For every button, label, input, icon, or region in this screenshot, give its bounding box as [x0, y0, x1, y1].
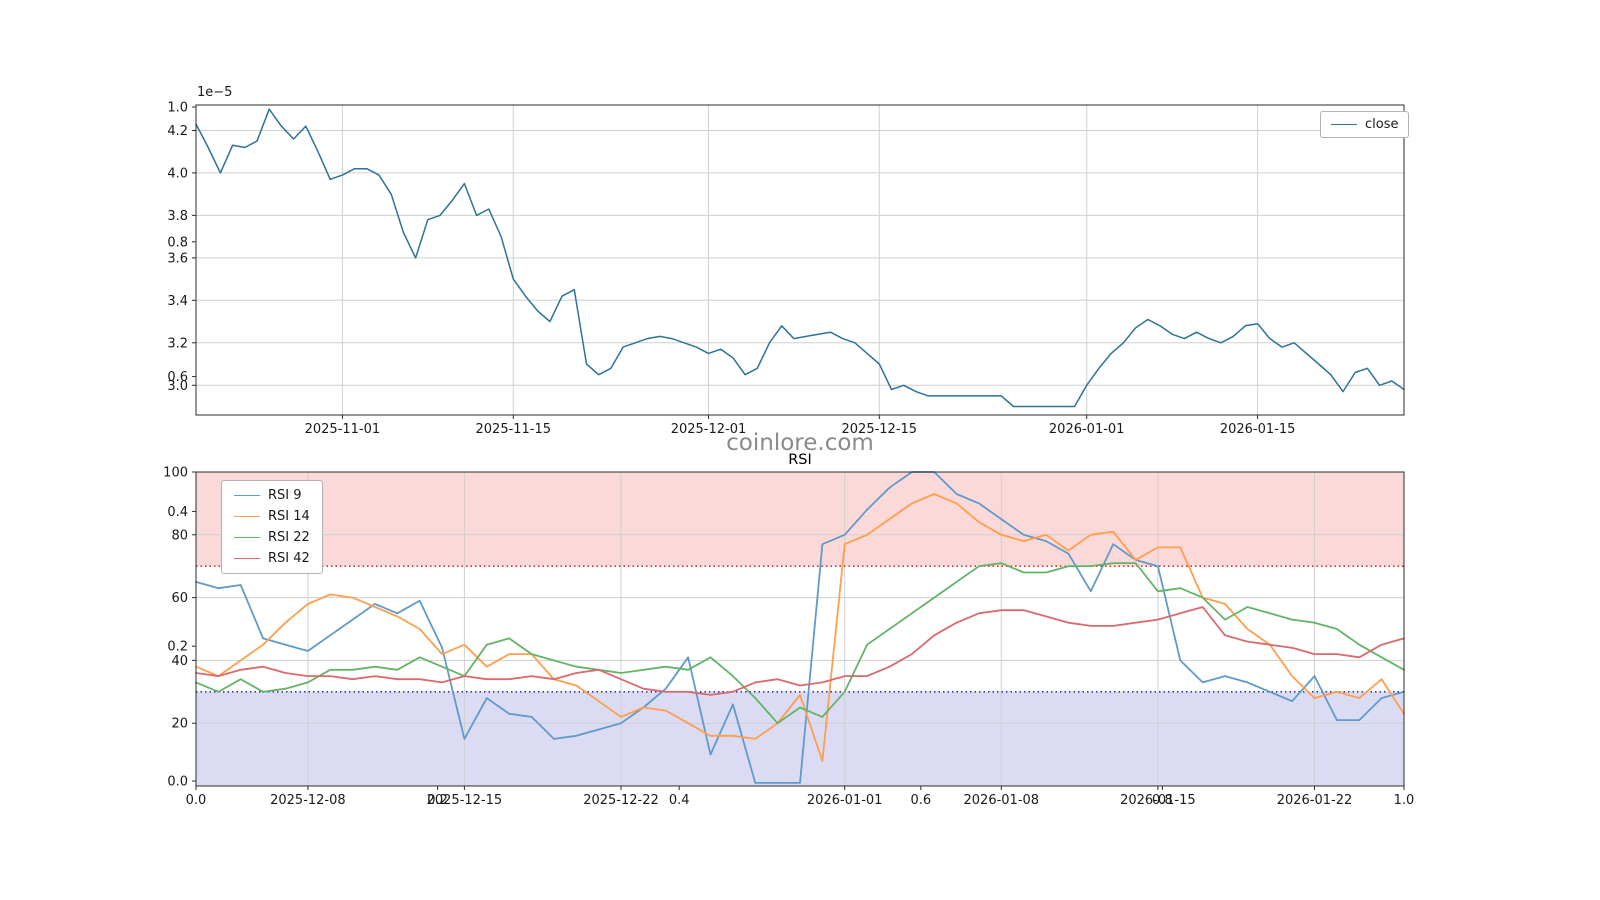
x-tick-label: 2026-01-15 — [1120, 793, 1196, 808]
y-tick-label: 4.0 — [167, 166, 188, 181]
legend-line-swatch — [1331, 124, 1357, 125]
y-tick-label: 3.0 — [167, 379, 188, 394]
legend-label: RSI 42 — [268, 551, 310, 566]
series-rsi-22 — [195, 562, 1405, 725]
x-tick-label: 2026-01-22 — [1277, 793, 1353, 808]
legend-item-rsi-22: RSI 22 — [234, 530, 310, 545]
x-tick-label: 2025-12-15 — [427, 793, 503, 808]
y-tick-label: 3.6 — [167, 251, 188, 266]
x-tick-label: 2026-01-01 — [1049, 422, 1125, 437]
overlay-x-tick-label: 1.0 — [1394, 793, 1415, 808]
oversold-band — [196, 691, 1404, 786]
legend-label: RSI 9 — [268, 488, 302, 503]
price-chart: 2025-11-01 2025-11-15 2025-12-01 2025-12-15… — [167, 85, 1405, 437]
x-tick-label: 2025-12-15 — [842, 422, 918, 437]
x-tick-label: 2026-01-08 — [964, 793, 1040, 808]
legend-label: RSI 14 — [268, 509, 310, 524]
legend-line-swatch — [234, 495, 260, 496]
y-tick-label: 40 — [171, 654, 188, 669]
x-tick-label: 2026-01-01 — [807, 793, 883, 808]
overlay-y-tick-label: 1.0 — [167, 101, 188, 116]
legend-label: RSI 22 — [268, 530, 310, 545]
y-tick-label: 100 — [163, 466, 188, 481]
axes-spines — [195, 471, 1405, 787]
overlay-x-tick-label: 0.6 — [910, 793, 931, 808]
x-tick-label: 2025-11-15 — [476, 422, 552, 437]
overbought-band — [196, 472, 1404, 567]
legend-line-swatch — [234, 516, 260, 517]
overlay-y-tick-label: 0.6 — [167, 370, 188, 385]
x-tick-label: 2025-12-01 — [671, 422, 747, 437]
rsi-chart-title: RSI — [788, 452, 812, 468]
rsi-legend: RSI 9 RSI 14 RSI 22 RSI 42 — [221, 480, 323, 574]
y-axis-offset-label: 1e−5 — [197, 85, 232, 100]
x-tick-label: 2025-12-08 — [270, 793, 346, 808]
y-tick-label: 20 — [171, 717, 188, 732]
y-tick-label: 60 — [171, 591, 188, 606]
rsi-chart: 2025-12-08 2025-12-15 2025-12-22 2026-01-01… — [163, 466, 1405, 808]
legend-item-rsi-42: RSI 42 — [234, 551, 310, 566]
axes-spines — [195, 104, 1405, 416]
legend-item-rsi-9: RSI 9 — [234, 488, 310, 503]
legend-label: close — [1365, 117, 1399, 132]
overlay-y-tick-label: 0.4 — [167, 505, 188, 520]
overlay-x-tick-label: 0.0 — [186, 793, 207, 808]
overlay-y-tick-label: 0.8 — [167, 235, 188, 250]
overlay-y-tick-label: 0.0 — [167, 775, 188, 790]
legend-line-swatch — [234, 537, 260, 538]
overlay-x-tick-label: 0.4 — [669, 793, 690, 808]
y-tick-label: 4.2 — [167, 124, 188, 139]
legend-item-close: close — [1331, 117, 1398, 132]
price-legend: close — [1320, 111, 1410, 138]
overlay-y-tick-label: 0.2 — [167, 640, 188, 655]
legend-item-rsi-14: RSI 14 — [234, 509, 310, 524]
y-tick-label: 3.4 — [167, 294, 188, 309]
x-tick-label: 2025-11-01 — [305, 422, 381, 437]
y-tick-label: 80 — [171, 528, 188, 543]
overlay-axis: 1.0 0.8 0.6 0.4 0.2 0.0 0.0 0.2 0.4 0.6 0.8 1.0 — [167, 101, 1414, 809]
series-close — [195, 108, 1405, 408]
series-rsi-9 — [195, 471, 1405, 784]
legend-line-swatch — [234, 558, 260, 559]
y-tick-label: 3.8 — [167, 209, 188, 224]
x-tick-label: 2025-12-22 — [583, 793, 659, 808]
overlay-x-tick-label: 0.8 — [1152, 793, 1173, 808]
x-tick-label: 2026-01-15 — [1220, 422, 1296, 437]
overlay-x-tick-label: 0.2 — [427, 793, 448, 808]
y-tick-label: 3.2 — [167, 336, 188, 351]
watermark: coinlore.com — [726, 430, 874, 456]
series-rsi-42 — [195, 606, 1405, 696]
